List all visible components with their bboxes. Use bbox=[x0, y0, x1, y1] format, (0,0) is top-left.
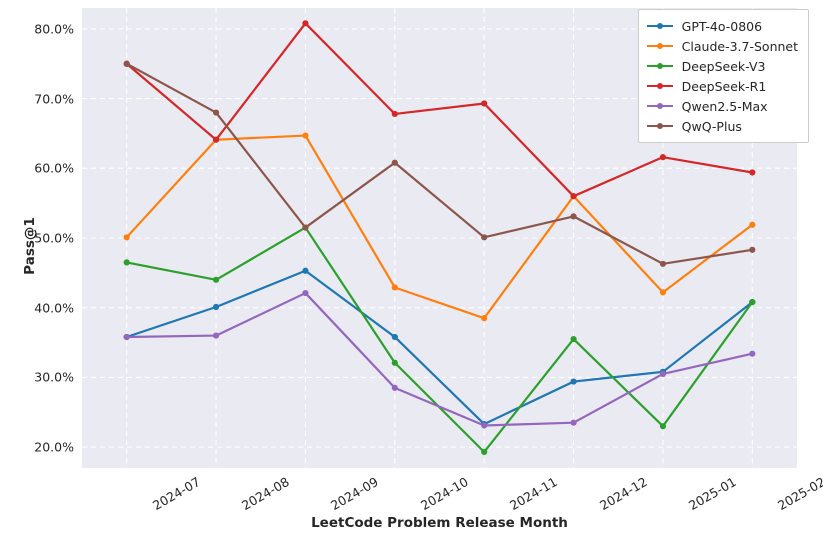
legend-label: Qwen2.5-Max bbox=[681, 98, 768, 114]
series-line bbox=[125, 291, 754, 427]
series-data-point bbox=[212, 136, 220, 143]
series-line bbox=[125, 22, 754, 198]
series-data-point bbox=[212, 109, 220, 116]
series-data-point bbox=[481, 448, 488, 456]
series-data-point bbox=[123, 259, 130, 266]
series-data-point bbox=[302, 132, 309, 139]
legend-color-swatch bbox=[646, 119, 673, 133]
series-data-point bbox=[391, 384, 398, 391]
legend-item[interactable]: Qwen2.5-Max bbox=[646, 96, 798, 116]
series-lines bbox=[123, 20, 756, 456]
series-data-point bbox=[212, 303, 220, 311]
legend-label: GPT-4o-0806 bbox=[681, 18, 763, 34]
series-data-point bbox=[749, 221, 756, 228]
series-data-point bbox=[659, 423, 667, 430]
y-axis-tick-label: 50.0% bbox=[34, 230, 74, 246]
legend-item[interactable]: Claude-3.7-Sonnet bbox=[646, 36, 798, 56]
y-axis-ticks: 20.0% 30.0% 40.0% 50.0% 60.0% 70.0% 80.0% bbox=[0, 8, 74, 468]
x-axis-tick-label: 2024-09 bbox=[328, 474, 382, 514]
x-axis-label: LeetCode Problem Release Month bbox=[311, 515, 568, 531]
legend-color-swatch bbox=[646, 59, 673, 73]
series-data-point bbox=[391, 110, 398, 118]
legend-item[interactable]: DeepSeek-V3 bbox=[646, 56, 798, 76]
series-data-point bbox=[391, 333, 398, 341]
legend-color-swatch bbox=[646, 19, 673, 33]
legend-item[interactable]: QwQ-Plus bbox=[646, 116, 798, 136]
y-axis-tick-label: 60.0% bbox=[34, 160, 74, 176]
series-line bbox=[125, 134, 754, 320]
y-axis-tick-label: 80.0% bbox=[34, 21, 74, 37]
series-line bbox=[125, 62, 754, 265]
y-axis-label: Pass@1 bbox=[22, 217, 38, 275]
series-data-point bbox=[659, 289, 667, 296]
x-axis-tick-label: 2024-11 bbox=[507, 474, 560, 514]
series-data-point bbox=[123, 234, 130, 241]
series-data-point bbox=[570, 335, 577, 343]
series-data-point bbox=[391, 359, 398, 366]
x-axis-tick-label: 2024-10 bbox=[417, 474, 471, 514]
series-data-point bbox=[659, 154, 667, 161]
legend-item[interactable]: GPT-4o-0806 bbox=[646, 16, 798, 36]
legend-color-swatch bbox=[646, 39, 673, 53]
series-data-point bbox=[570, 193, 577, 200]
series-data-point bbox=[302, 20, 309, 27]
legend-label: DeepSeek-R1 bbox=[681, 78, 767, 94]
x-axis-tick-label: 2025-01 bbox=[685, 474, 739, 514]
series-line bbox=[125, 269, 754, 426]
legend-label: Claude-3.7-Sonnet bbox=[681, 38, 798, 54]
y-axis-tick-label: 20.0% bbox=[34, 439, 74, 455]
y-axis-tick-label: 40.0% bbox=[34, 300, 74, 316]
series-data-point bbox=[391, 284, 398, 291]
x-axis-tick-label: 2024-12 bbox=[596, 474, 650, 514]
x-axis-tick-label: 2024-07 bbox=[149, 474, 203, 514]
series-data-point bbox=[481, 100, 488, 107]
series-data-point bbox=[391, 159, 398, 166]
series-data-point bbox=[481, 234, 488, 241]
series-data-point bbox=[123, 60, 130, 67]
series-data-point bbox=[570, 378, 577, 385]
series-data-point bbox=[481, 315, 488, 322]
series-data-point bbox=[749, 299, 756, 306]
x-axis-tick-label: 2025-02 bbox=[775, 474, 823, 514]
legend-item[interactable]: DeepSeek-R1 bbox=[646, 76, 798, 96]
series-data-point bbox=[749, 350, 756, 357]
legend-color-swatch bbox=[646, 99, 673, 113]
series-data-point bbox=[659, 370, 667, 378]
series-data-point bbox=[212, 276, 220, 283]
series-data-point bbox=[481, 422, 488, 429]
series-data-point bbox=[749, 169, 756, 176]
series-data-point bbox=[749, 246, 756, 253]
series-data-point bbox=[659, 260, 667, 267]
legend-color-swatch bbox=[646, 79, 673, 93]
x-axis-tick-label: 2024-08 bbox=[239, 474, 292, 514]
legend-label: DeepSeek-V3 bbox=[681, 58, 766, 74]
series-data-point bbox=[302, 267, 309, 274]
legend-label: QwQ-Plus bbox=[681, 118, 742, 134]
series-data-point bbox=[212, 332, 220, 339]
y-axis-tick-label: 70.0% bbox=[34, 91, 74, 107]
chart-legend: GPT-4o-0806 Claude-3.7-Sonnet DeepSeek-V3 D… bbox=[637, 9, 809, 143]
series-data-point bbox=[302, 289, 309, 297]
series-data-point bbox=[123, 333, 130, 341]
y-axis-tick-label: 30.0% bbox=[34, 369, 74, 385]
series-data-point bbox=[570, 213, 577, 220]
series-data-point bbox=[570, 419, 577, 426]
series-data-point bbox=[302, 224, 309, 231]
